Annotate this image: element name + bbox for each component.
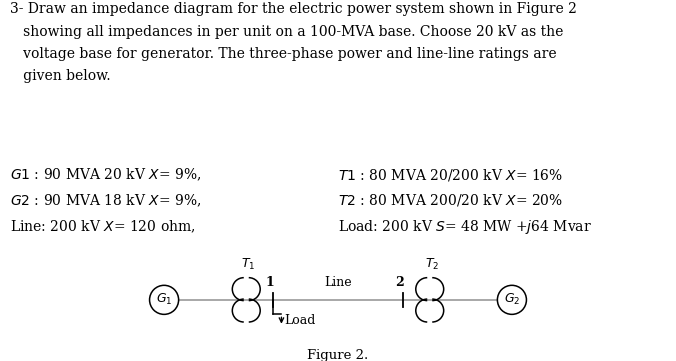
Text: Line: Line (324, 276, 352, 289)
Text: Load: Load (285, 314, 316, 327)
Text: $G1$ : 90 MVA 20 kV $X$= 9%,
$G2$ : 90 MVA 18 kV $X$= 9%,
Line: 200 kV $X$= 120 : $G1$ : 90 MVA 20 kV $X$= 9%, $G2$ : 90 M… (10, 167, 201, 235)
Text: $G_2$: $G_2$ (504, 292, 520, 308)
Text: $T1$ : 80 MVA 20/200 kV $X$= 16%
$T2$ : 80 MVA 200/20 kV $X$= 20%
Load: 200 kV $: $T1$ : 80 MVA 20/200 kV $X$= 16% $T2$ : … (338, 167, 592, 236)
Text: 3- Draw an impedance diagram for the electric power system shown in Figure 2
   : 3- Draw an impedance diagram for the ele… (10, 3, 577, 83)
Text: $T_2$: $T_2$ (425, 257, 439, 272)
Text: $G_1$: $G_1$ (156, 292, 172, 308)
Text: $T_1$: $T_1$ (241, 257, 256, 272)
Text: 2: 2 (395, 276, 404, 289)
Text: 1: 1 (266, 276, 274, 289)
Text: Figure 2.: Figure 2. (308, 349, 368, 361)
